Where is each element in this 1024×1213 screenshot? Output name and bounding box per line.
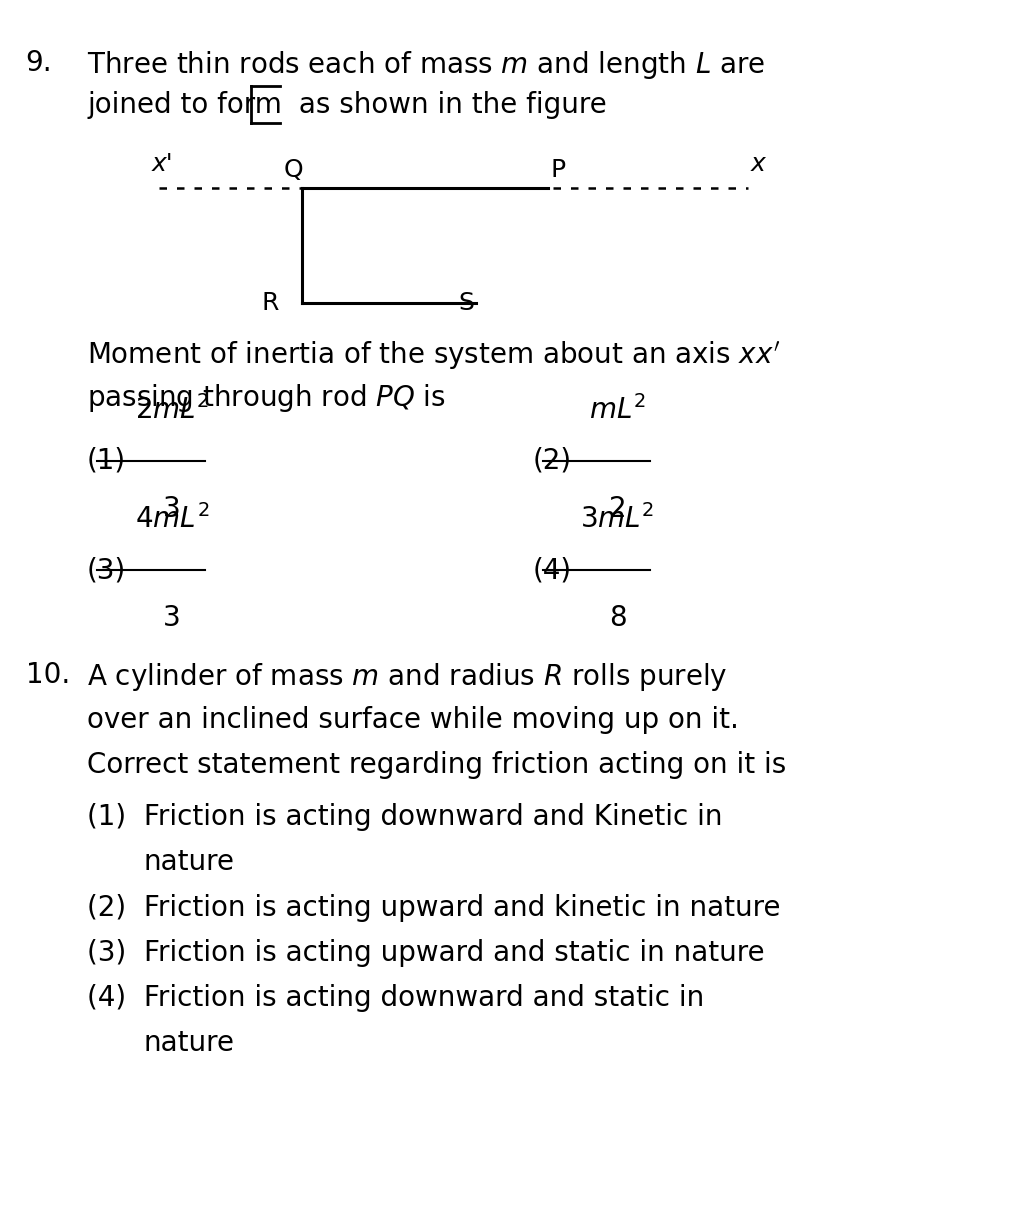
Text: A cylinder of mass $m$ and radius $R$ rolls purely: A cylinder of mass $m$ and radius $R$ ro… (87, 661, 727, 693)
Text: 3: 3 (163, 604, 181, 632)
Text: x': x' (152, 152, 173, 176)
Text: 8: 8 (608, 604, 627, 632)
Text: (2)  Friction is acting upward and kinetic in nature: (2) Friction is acting upward and kineti… (87, 894, 780, 922)
Text: 2: 2 (608, 495, 627, 523)
Text: nature: nature (143, 1029, 234, 1057)
Text: nature: nature (143, 848, 234, 876)
Text: (4): (4) (532, 556, 571, 585)
Text: passing through rod $PQ$ is: passing through rod $PQ$ is (87, 382, 445, 414)
Text: Three thin rods each of mass $m$ and length $L$ are: Three thin rods each of mass $m$ and len… (87, 49, 765, 80)
Text: x: x (751, 152, 765, 176)
Text: $4mL^2$: $4mL^2$ (135, 503, 209, 534)
Text: $mL^2$: $mL^2$ (589, 394, 646, 425)
Text: (2): (2) (532, 446, 571, 475)
Text: 9.: 9. (26, 49, 52, 76)
Text: R: R (262, 291, 279, 315)
Text: Moment of inertia of the system about an axis $xx'$: Moment of inertia of the system about an… (87, 340, 780, 372)
Text: 3: 3 (163, 495, 181, 523)
Text: 10.: 10. (26, 661, 70, 689)
Text: (1)  Friction is acting downward and Kinetic in: (1) Friction is acting downward and Kine… (87, 803, 723, 831)
Text: S: S (458, 291, 474, 315)
Text: Correct statement regarding friction acting on it is: Correct statement regarding friction act… (87, 751, 786, 779)
Text: P: P (551, 158, 565, 182)
Text: (3)  Friction is acting upward and static in nature: (3) Friction is acting upward and static… (87, 939, 765, 967)
Text: $2mL^2$: $2mL^2$ (135, 394, 209, 425)
Text: joined to form: joined to form (87, 91, 291, 119)
Text: (1): (1) (87, 446, 126, 475)
Text: Q: Q (284, 158, 304, 182)
Text: (4)  Friction is acting downward and static in: (4) Friction is acting downward and stat… (87, 984, 705, 1012)
Text: (3): (3) (87, 556, 126, 585)
Text: over an inclined surface while moving up on it.: over an inclined surface while moving up… (87, 706, 739, 734)
Text: $3mL^2$: $3mL^2$ (581, 503, 654, 534)
Text: as shown in the figure: as shown in the figure (290, 91, 606, 119)
